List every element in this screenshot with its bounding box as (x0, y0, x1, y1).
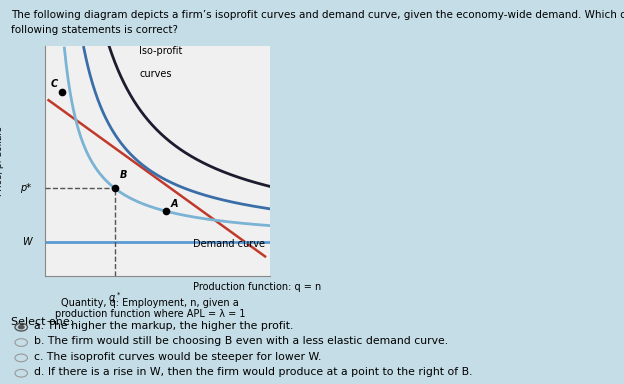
Text: p*: p* (21, 183, 31, 193)
Text: Demand curve: Demand curve (193, 239, 265, 249)
Text: B: B (120, 170, 127, 180)
Text: b. The firm would still be choosing B even with a less elastic demand curve.: b. The firm would still be choosing B ev… (34, 336, 449, 346)
Text: Select one:: Select one: (11, 317, 74, 327)
Text: d. If there is a rise in W, then the firm would produce at a point to the right : d. If there is a rise in W, then the fir… (34, 367, 473, 377)
Text: C: C (51, 79, 58, 89)
Text: Production function: q = n: Production function: q = n (193, 282, 322, 292)
Text: A: A (171, 199, 178, 209)
Text: c. The isoprofit curves would be steeper for lower W.: c. The isoprofit curves would be steeper… (34, 352, 322, 362)
Text: $q^*$: $q^*$ (109, 290, 122, 306)
Text: following statements is correct?: following statements is correct? (11, 25, 178, 35)
Text: Price, p: dollars: Price, p: dollars (0, 126, 4, 196)
Text: The following diagram depicts a firm’s isoprofit curves and demand curve, given : The following diagram depicts a firm’s i… (11, 10, 624, 20)
Text: a. The higher the markup, the higher the profit.: a. The higher the markup, the higher the… (34, 321, 294, 331)
Text: Quantity, q: Employment, n, given a
production function where APL = λ = 1: Quantity, q: Employment, n, given a prod… (54, 298, 245, 319)
Text: Iso-profit: Iso-profit (139, 46, 183, 56)
Text: W: W (22, 237, 31, 247)
Text: curves: curves (139, 69, 172, 79)
